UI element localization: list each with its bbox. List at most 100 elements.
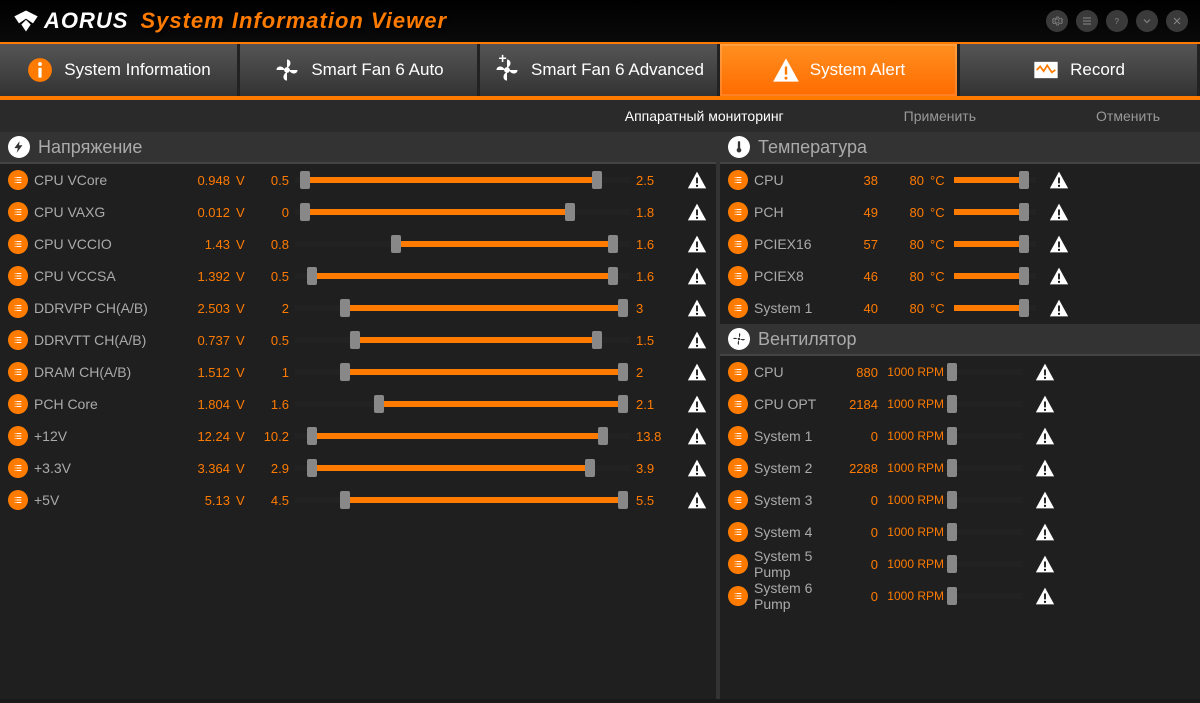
list-icon[interactable] [8, 330, 28, 350]
threshold-slider[interactable] [950, 593, 1022, 599]
alert-icon[interactable] [1048, 202, 1070, 222]
list-icon[interactable] [8, 458, 28, 478]
alert-icon[interactable] [686, 202, 708, 222]
range-slider[interactable] [295, 337, 630, 343]
settings-button[interactable] [1046, 10, 1068, 32]
list-icon[interactable] [8, 490, 28, 510]
tab-system-alert[interactable]: System Alert [720, 44, 960, 96]
alert-icon[interactable] [1048, 170, 1070, 190]
alert-icon[interactable] [686, 362, 708, 382]
range-slider[interactable] [295, 209, 630, 215]
alert-icon[interactable] [686, 394, 708, 414]
list-icon[interactable] [728, 586, 748, 606]
alert-icon[interactable] [686, 234, 708, 254]
range-slider[interactable] [295, 465, 630, 471]
tab-system-information[interactable]: System Information [0, 44, 240, 96]
list-icon[interactable] [728, 426, 748, 446]
list-icon[interactable] [8, 266, 28, 286]
range-slider[interactable] [295, 369, 630, 375]
list-icon[interactable] [8, 426, 28, 446]
list-icon[interactable] [8, 170, 28, 190]
minimize-button[interactable] [1136, 10, 1158, 32]
alert-icon[interactable] [686, 426, 708, 446]
list-icon[interactable] [8, 362, 28, 382]
alert-icon[interactable] [1048, 234, 1070, 254]
threshold-slider[interactable] [954, 305, 1036, 311]
threshold-slider[interactable] [954, 177, 1036, 183]
alert-icon[interactable] [1034, 426, 1056, 446]
alert-icon[interactable] [686, 170, 708, 190]
tab-smart-fan-6-advanced[interactable]: +Smart Fan 6 Advanced [480, 44, 720, 96]
range-slider[interactable] [295, 177, 630, 183]
range-slider[interactable] [295, 433, 630, 439]
tab-smart-fan-6-auto[interactable]: Smart Fan 6 Auto [240, 44, 480, 96]
temperature-header: Температура [720, 132, 1200, 164]
slider-max: 1.8 [636, 205, 674, 220]
alert-icon[interactable] [686, 298, 708, 318]
range-slider[interactable] [295, 241, 630, 247]
fan-title: Вентилятор [758, 329, 857, 350]
threshold-slider[interactable] [950, 401, 1022, 407]
alert-icon[interactable] [1034, 458, 1056, 478]
title-bar: AORUS System Information Viewer ? [0, 0, 1200, 44]
sub-toolbar: Аппаратный мониторинг Применить Отменить [0, 100, 1200, 132]
gear-icon [1051, 15, 1063, 27]
apply-link[interactable]: Применить [904, 108, 976, 124]
tab-record[interactable]: Record [960, 44, 1200, 96]
list-button[interactable] [1076, 10, 1098, 32]
threshold-slider[interactable] [954, 273, 1036, 279]
threshold-slider[interactable] [954, 209, 1036, 215]
list-icon[interactable] [8, 202, 28, 222]
alert-icon[interactable] [1034, 554, 1056, 574]
threshold-slider[interactable] [954, 241, 1036, 247]
threshold-slider[interactable] [950, 497, 1022, 503]
right-panel: Температура CPU3880°CPCH4980°CPCIEX16578… [720, 132, 1200, 699]
help-button[interactable]: ? [1106, 10, 1128, 32]
list-icon[interactable] [728, 266, 748, 286]
fan-panel: Вентилятор CPU8801000 RPMCPU OPT21841000… [720, 324, 1200, 699]
list-icon[interactable] [728, 202, 748, 222]
range-slider[interactable] [295, 497, 630, 503]
range-slider[interactable] [295, 273, 630, 279]
list-icon[interactable] [728, 554, 748, 574]
alert-icon[interactable] [686, 490, 708, 510]
list-icon[interactable] [728, 458, 748, 478]
alert-icon[interactable] [1034, 522, 1056, 542]
list-icon[interactable] [728, 394, 748, 414]
list-icon[interactable] [728, 490, 748, 510]
close-button[interactable] [1166, 10, 1188, 32]
alert-icon[interactable] [1034, 362, 1056, 382]
alert-icon[interactable] [1048, 266, 1070, 286]
list-icon[interactable] [728, 362, 748, 382]
temp-row: PCIEX165780°C [720, 228, 1200, 260]
list-icon[interactable] [728, 298, 748, 318]
threshold-slider[interactable] [950, 433, 1022, 439]
alert-icon[interactable] [686, 266, 708, 286]
range-slider[interactable] [295, 305, 630, 311]
threshold-slider[interactable] [950, 529, 1022, 535]
alert-icon[interactable] [686, 330, 708, 350]
sensor-label: +12V [34, 428, 169, 444]
cancel-link[interactable]: Отменить [1096, 108, 1160, 124]
list-icon[interactable] [728, 170, 748, 190]
threshold: 1000 RPM [884, 429, 944, 443]
threshold-slider[interactable] [950, 561, 1022, 567]
list-icon[interactable] [728, 522, 748, 542]
threshold-slider[interactable] [950, 369, 1022, 375]
threshold-slider[interactable] [950, 465, 1022, 471]
range-slider[interactable] [295, 401, 630, 407]
alert-icon[interactable] [686, 458, 708, 478]
sensor-value: 0 [840, 493, 878, 508]
sensor-label: DDRVTT CH(A/B) [34, 332, 169, 348]
hardware-monitoring-link[interactable]: Аппаратный мониторинг [625, 108, 784, 124]
alert-icon[interactable] [1034, 490, 1056, 510]
alert-icon[interactable] [1034, 394, 1056, 414]
list-icon[interactable] [728, 234, 748, 254]
list-icon[interactable] [8, 394, 28, 414]
sensor-label: PCIEX16 [754, 236, 834, 252]
alert-icon[interactable] [1034, 586, 1056, 606]
list-icon[interactable] [8, 234, 28, 254]
alert-icon[interactable] [1048, 298, 1070, 318]
unit: °C [930, 237, 948, 252]
list-icon[interactable] [8, 298, 28, 318]
